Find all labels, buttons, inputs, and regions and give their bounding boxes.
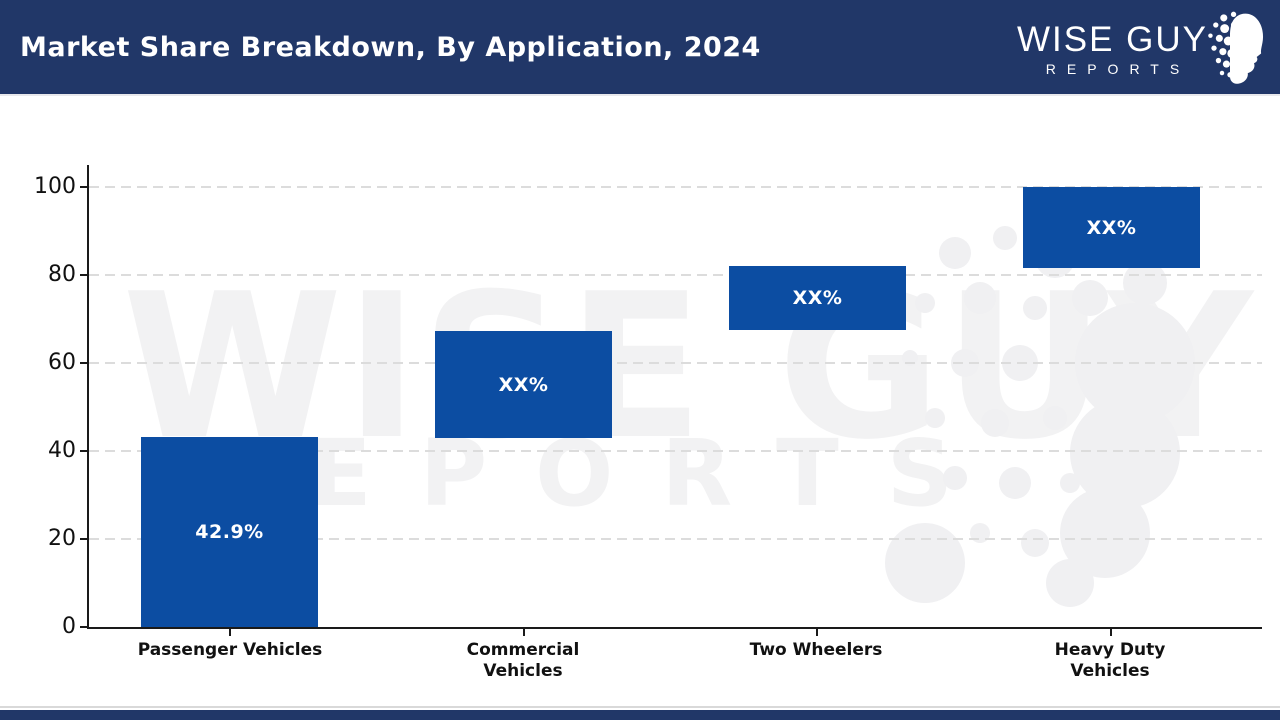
- footer-divider: [0, 706, 1280, 708]
- y-tick-label: 60: [48, 350, 76, 375]
- bar-two-wheelers: XX%: [729, 266, 906, 330]
- x-tick: [816, 629, 818, 636]
- y-tick-60: [80, 362, 88, 364]
- bar-commercial-vehicles: XX%: [435, 331, 612, 438]
- logo-subtext: REPORTS: [1045, 60, 1191, 77]
- y-tick-80: [80, 274, 88, 276]
- y-axis-line: [87, 165, 89, 629]
- logo-text: WISE GUY REPORTS: [1017, 22, 1208, 77]
- bar-value-label: XX%: [1086, 216, 1137, 239]
- x-tick: [523, 629, 525, 636]
- watermark-wordmark: WISE GUY: [122, 251, 1255, 484]
- bar-value-label: XX%: [498, 373, 549, 396]
- x-tick: [1110, 629, 1112, 636]
- x-label-passenger-vehicles: Passenger Vehicles: [137, 640, 323, 660]
- y-tick-label: 20: [48, 526, 76, 551]
- gridline-40: [89, 450, 1262, 452]
- y-tick-label: 0: [62, 614, 76, 639]
- y-tick-40: [80, 450, 88, 452]
- chart-area: WISE GUY REPORTS: [0, 98, 1280, 708]
- header: Market Share Breakdown, By Application, …: [0, 0, 1280, 96]
- y-tick-0: [80, 626, 88, 628]
- x-axis-line: [87, 627, 1262, 629]
- logo-wordmark: WISE GUY: [1016, 19, 1208, 59]
- y-tick-label: 80: [48, 262, 76, 287]
- y-tick-20: [80, 538, 88, 540]
- y-tick-100: [80, 186, 88, 188]
- bar-value-label: XX%: [792, 287, 843, 309]
- wiseguy-logo: WISE GUY REPORTS: [1017, 8, 1266, 90]
- x-label-two-wheelers: Two Wheelers: [749, 640, 883, 660]
- page-title: Market Share Breakdown, By Application, …: [20, 31, 761, 63]
- x-label-heavy-duty-vehicles: Heavy Duty Vehicles: [1054, 640, 1166, 681]
- logo-face-icon: [1208, 11, 1264, 84]
- footer-strip: [0, 710, 1280, 720]
- y-tick-label: 100: [34, 174, 76, 199]
- gridline-80: [89, 274, 1262, 276]
- bar-value-label: 42.9%: [195, 521, 264, 543]
- bar-passenger-vehicles: 42.9%: [141, 437, 318, 627]
- gridline-100: [89, 186, 1262, 188]
- gridline-20: [89, 538, 1262, 540]
- gridline-60: [89, 362, 1262, 364]
- x-tick: [229, 629, 231, 636]
- x-label-commercial-vehicles: Commercial Vehicles: [466, 640, 580, 681]
- bar-heavy-duty-vehicles: XX%: [1023, 187, 1200, 268]
- y-tick-label: 40: [48, 438, 76, 463]
